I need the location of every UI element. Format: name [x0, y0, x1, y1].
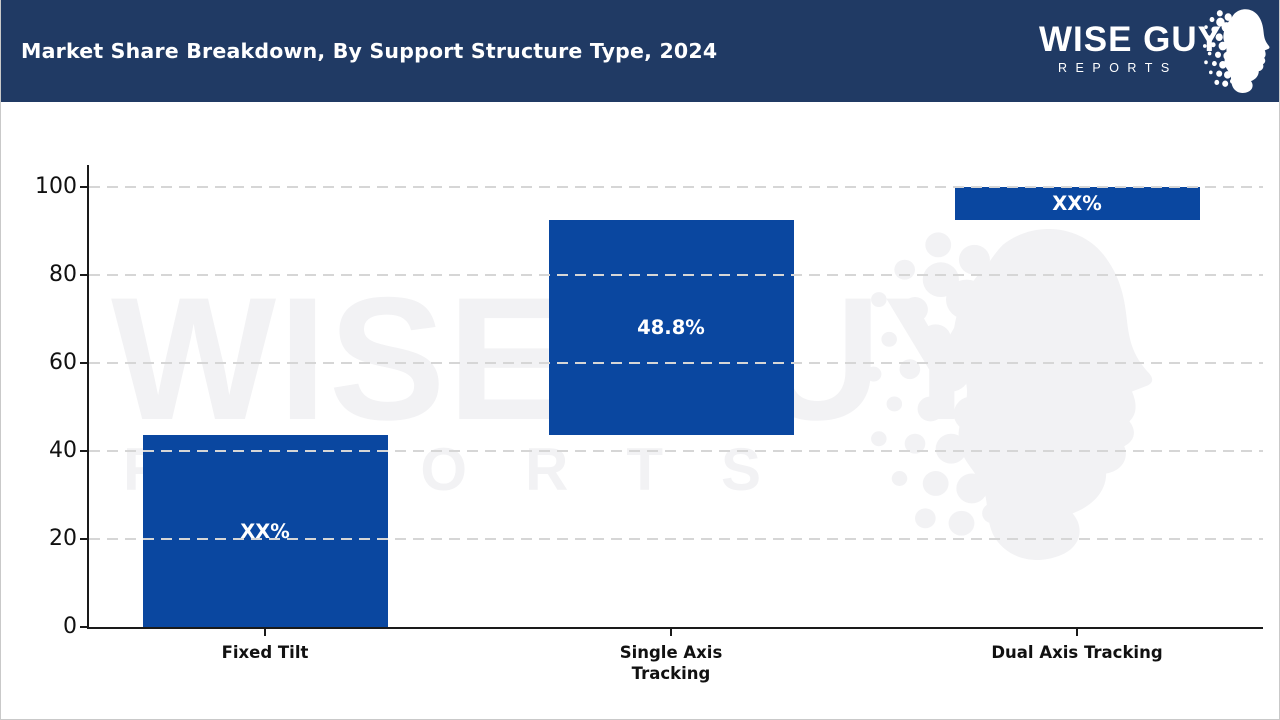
x-tick-1 [264, 627, 266, 636]
y-tick-0 [80, 626, 89, 628]
y-tick-label-0: 0 [63, 614, 77, 639]
y-tick-40 [80, 450, 89, 452]
logo-wordmark: WISE GUY [1039, 20, 1223, 59]
bar-value-label: XX% [1052, 192, 1102, 216]
y-tick-60 [80, 362, 89, 364]
bar-single-axis-tracking: 48.8% [548, 220, 794, 436]
y-tick-100 [80, 186, 89, 188]
gridline-100 [89, 186, 1263, 188]
waterfall-chart: 0 20 40 60 80 100 XX% 48.8% XX% Fixed Tilt Single … [1, 102, 1279, 719]
gridline-20 [89, 538, 1263, 540]
gridline-80 [89, 274, 1263, 276]
chart-title: Market Share Breakdown, By Support Struc… [21, 39, 718, 63]
wise-guy-face-icon [1203, 9, 1270, 93]
y-tick-label-80: 80 [49, 262, 77, 287]
gridline-60 [89, 362, 1263, 364]
y-tick-20 [80, 538, 89, 540]
y-tick-80 [80, 274, 89, 276]
header-bar: Market Share Breakdown, By Support Struc… [1, 0, 1279, 102]
y-axis-line [87, 165, 89, 629]
x-tick-3 [1076, 627, 1078, 636]
x-category-label: Dual Axis Tracking [991, 643, 1163, 662]
y-tick-label-20: 20 [49, 526, 77, 551]
bar-value-label: XX% [240, 519, 290, 543]
bar-dual-axis-tracking: XX% [954, 187, 1200, 221]
logo-subtext: REPORTS [1058, 61, 1178, 75]
bar-fixed-tilt: XX% [142, 435, 388, 627]
gridline-40 [89, 450, 1263, 452]
y-tick-label-60: 60 [49, 350, 77, 375]
bar-value-label: 48.8% [637, 316, 705, 340]
y-tick-label-40: 40 [49, 438, 77, 463]
x-tick-2 [670, 627, 672, 636]
x-axis-line [87, 627, 1263, 629]
x-category-label: Single Axis Tracking [619, 643, 723, 683]
y-tick-label-100: 100 [35, 174, 77, 199]
x-category-label: Fixed Tilt [221, 643, 309, 662]
